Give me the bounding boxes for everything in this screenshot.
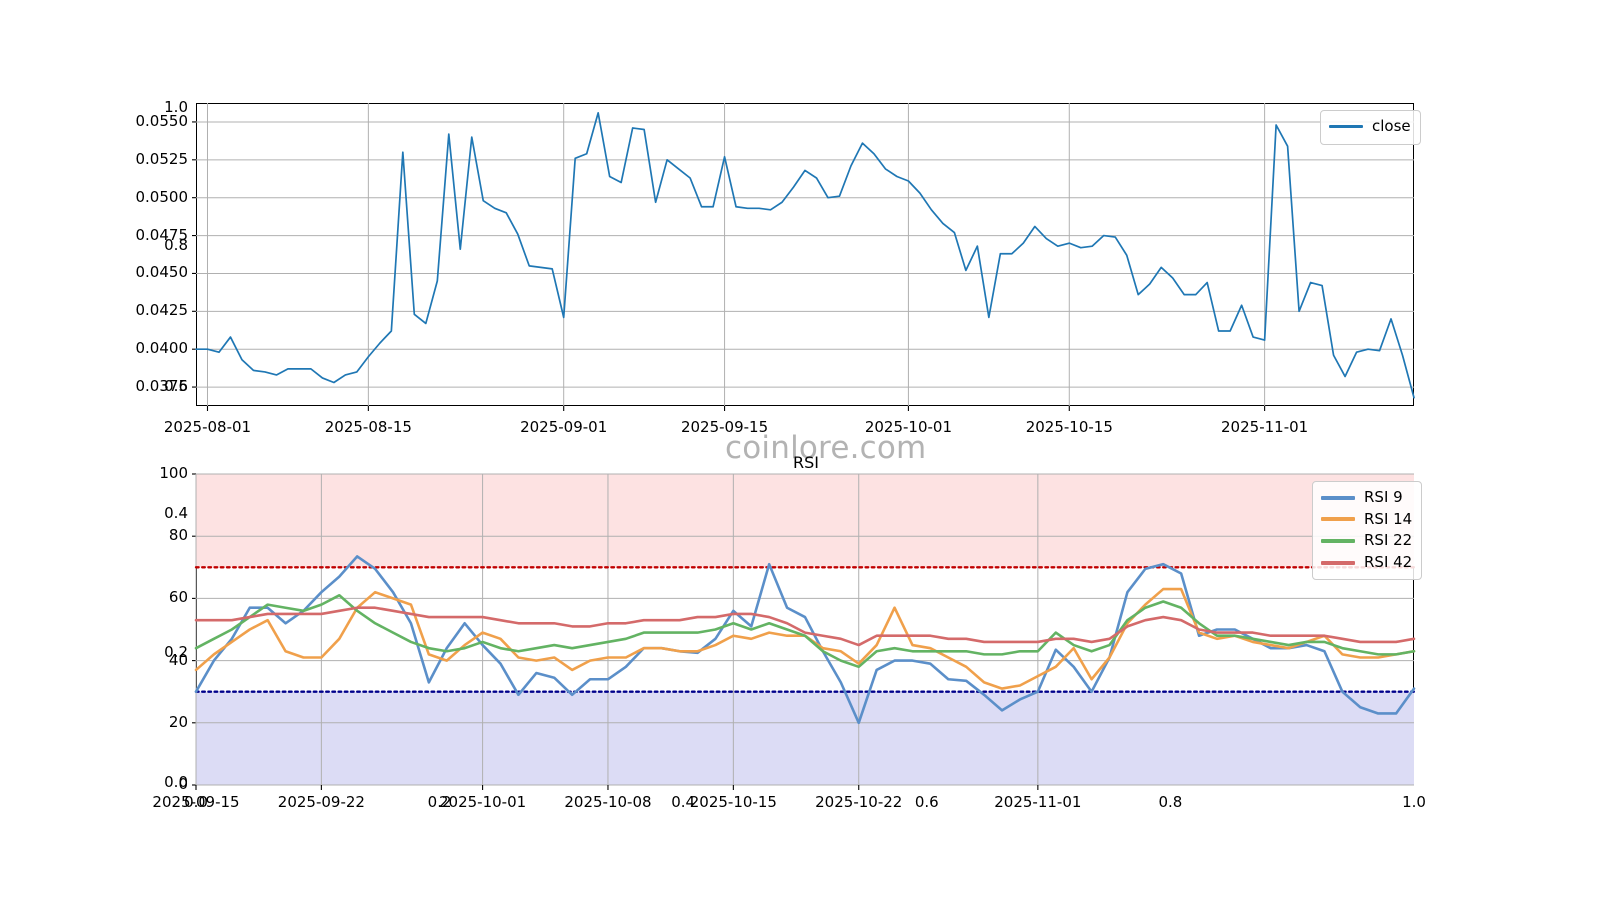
price-y-tick-label: 0.0425 — [135, 301, 189, 320]
rsi-y-tick-label: 0 — [178, 775, 188, 793]
legend-item-rsi-9[interactable]: RSI 9 — [1321, 487, 1412, 509]
rsi-panel-title: RSI — [793, 453, 819, 472]
legend-item-label: RSI 42 — [1364, 552, 1413, 571]
rsi-x-tick-label: 2025-09-22 — [277, 793, 365, 811]
rsi-series-line-rsi-22 — [194, 593, 1416, 669]
price-x-tick-label: 2025-09-15 — [680, 418, 769, 436]
legend-swatch-icon — [1321, 560, 1355, 565]
rsi-ghost-y-tick-label: 0.4 — [164, 504, 188, 522]
price-plot-frame — [196, 103, 1414, 406]
rsi-series-line-rsi-42 — [194, 606, 1416, 647]
rsi-y-tick-label: 20 — [168, 712, 188, 731]
price-y-tick-label: 0.0550 — [135, 111, 189, 130]
rsi-ghost-x-tick-label: 0.4 — [671, 793, 696, 811]
rsi-x-tick-label: 2025-10-15 — [689, 793, 777, 811]
price-x-tick-label: 2025-08-15 — [324, 418, 412, 436]
rsi-ghost-x-tick-label: 0.2 — [427, 793, 452, 811]
price-chart-legend[interactable]: close — [1320, 110, 1421, 145]
coinlore-watermark: coinlore.com — [725, 430, 927, 466]
legend-item-rsi-42[interactable]: RSI 42 — [1321, 552, 1412, 574]
rsi-ghost-x-tick-label: 1.0 — [1402, 793, 1426, 811]
rsi-x-tick-label: 2025-11-01 — [994, 793, 1082, 811]
price-ghost-y-tick-label: 0.8 — [164, 236, 188, 254]
rsi-ghost-y-tick-label: 0.2 — [164, 643, 188, 661]
price-y-tick-label: 0.0500 — [135, 187, 189, 206]
price-x-tick-label: 2025-11-01 — [1221, 418, 1309, 436]
rsi-oversold-band — [196, 691, 1414, 785]
price-y-tick-label: 0.0400 — [135, 339, 189, 358]
rsi-x-tick-label: 2025-10-08 — [564, 793, 652, 811]
price-y-tick-label: 0.0450 — [135, 263, 189, 282]
legend-item-rsi-22[interactable]: RSI 22 — [1321, 530, 1412, 552]
price-x-tick-label: 2025-10-01 — [864, 418, 952, 436]
price-ghost-y-tick-label: 0.6 — [164, 377, 188, 395]
rsi-y-tick-label: 60 — [168, 588, 188, 607]
legend-swatch-icon — [1321, 538, 1355, 543]
legend-item-label: RSI 22 — [1364, 531, 1413, 550]
rsi-ghost-x-tick-label: 0.0 — [184, 793, 208, 811]
price-x-tick-label: 2025-08-01 — [163, 418, 252, 436]
price-close-line — [195, 112, 1415, 399]
legend-item-label: RSI 14 — [1364, 509, 1413, 528]
rsi-x-tick-label: 2025-09-15 — [152, 793, 240, 811]
legend-swatch-icon — [1321, 495, 1355, 500]
legend-item-rsi-14[interactable]: RSI 14 — [1321, 509, 1412, 531]
rsi-y-tick-label: 40 — [168, 650, 188, 669]
rsi-y-tick-label: 80 — [168, 526, 188, 545]
legend-swatch-icon — [1321, 517, 1355, 522]
rsi-series-line-rsi-14 — [194, 587, 1416, 690]
rsi-y-tick-label: 100 — [159, 464, 188, 482]
price-y-tick-label: 0.0525 — [135, 149, 189, 168]
legend-swatch-icon — [1329, 125, 1363, 129]
rsi-ghost-x-tick-label: 0.6 — [914, 793, 939, 811]
rsi-overbought-band — [196, 474, 1414, 568]
price-ghost-y-tick-label: 1.0 — [164, 98, 188, 116]
price-x-tick-label: 2025-09-01 — [520, 418, 608, 436]
legend-item-label: close — [1372, 117, 1411, 135]
legend-item-close[interactable]: close — [1329, 116, 1411, 138]
price-x-tick-label: 2025-10-15 — [1025, 418, 1113, 436]
rsi-x-tick-label: 2025-10-22 — [815, 793, 903, 811]
legend-item-label: RSI 9 — [1364, 488, 1403, 506]
rsi-chart-legend[interactable]: RSI 9 RSI 14 RSI 22 RSI 42 — [1312, 481, 1423, 581]
rsi-ghost-x-tick-label: 0.8 — [1158, 793, 1183, 811]
price-y-tick-label: 0.0475 — [135, 225, 189, 244]
rsi-x-tick-label: 2025-10-01 — [438, 793, 527, 811]
price-y-tick-label: 0.0375 — [135, 377, 189, 396]
rsi-ghost-y-tick-label: 0.0 — [164, 773, 188, 791]
